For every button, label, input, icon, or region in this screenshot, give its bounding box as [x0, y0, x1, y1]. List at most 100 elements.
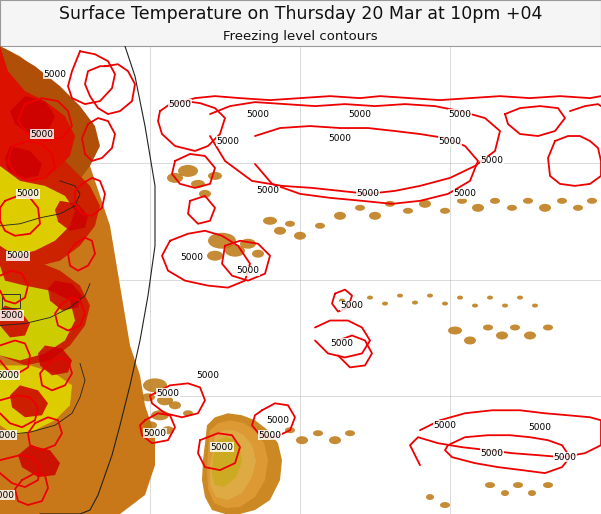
- Ellipse shape: [457, 198, 467, 204]
- Text: 5000: 5000: [433, 421, 457, 430]
- Text: 5000: 5000: [43, 70, 67, 79]
- Text: Freezing level contours: Freezing level contours: [223, 30, 378, 43]
- Ellipse shape: [496, 332, 508, 339]
- Polygon shape: [18, 445, 60, 477]
- Text: 5000: 5000: [237, 266, 260, 275]
- Polygon shape: [55, 201, 88, 231]
- Polygon shape: [0, 266, 75, 360]
- Text: 5000: 5000: [439, 137, 462, 145]
- Ellipse shape: [426, 494, 434, 500]
- Ellipse shape: [528, 490, 536, 496]
- Text: 5000: 5000: [168, 100, 192, 108]
- Ellipse shape: [353, 304, 359, 307]
- Text: 5000: 5000: [246, 109, 269, 119]
- Text: 5000: 5000: [266, 416, 290, 425]
- Polygon shape: [0, 305, 30, 338]
- Polygon shape: [0, 46, 100, 206]
- Ellipse shape: [510, 324, 520, 331]
- Ellipse shape: [403, 208, 413, 214]
- Ellipse shape: [355, 205, 365, 211]
- Ellipse shape: [539, 204, 551, 212]
- Ellipse shape: [427, 293, 433, 298]
- Text: 5000: 5000: [258, 431, 281, 439]
- Text: 5000: 5000: [554, 453, 576, 462]
- Text: 5000: 5000: [329, 134, 352, 142]
- Ellipse shape: [483, 324, 493, 331]
- Ellipse shape: [490, 198, 500, 204]
- Text: 5000: 5000: [528, 423, 552, 432]
- Ellipse shape: [448, 326, 462, 335]
- Ellipse shape: [162, 426, 174, 434]
- Ellipse shape: [440, 208, 450, 214]
- Ellipse shape: [487, 296, 493, 300]
- Ellipse shape: [199, 190, 211, 198]
- Ellipse shape: [385, 201, 395, 207]
- Ellipse shape: [263, 217, 277, 225]
- Ellipse shape: [501, 490, 509, 496]
- Ellipse shape: [513, 482, 523, 488]
- Ellipse shape: [472, 204, 484, 212]
- Ellipse shape: [485, 482, 495, 488]
- Ellipse shape: [225, 245, 245, 256]
- Ellipse shape: [397, 293, 403, 298]
- Ellipse shape: [143, 378, 167, 392]
- Text: 5000: 5000: [454, 189, 477, 198]
- Text: 5000: 5000: [1, 311, 23, 320]
- Polygon shape: [202, 413, 282, 514]
- Ellipse shape: [367, 296, 373, 300]
- Text: 5000: 5000: [481, 449, 504, 457]
- Ellipse shape: [252, 250, 264, 258]
- Ellipse shape: [440, 502, 450, 508]
- Ellipse shape: [573, 205, 583, 211]
- Polygon shape: [0, 46, 75, 181]
- Ellipse shape: [240, 238, 256, 249]
- Ellipse shape: [294, 232, 306, 240]
- Text: 5000: 5000: [356, 189, 379, 198]
- Ellipse shape: [143, 421, 157, 429]
- Polygon shape: [0, 166, 75, 255]
- Polygon shape: [48, 281, 82, 310]
- Text: 5000: 5000: [144, 429, 166, 438]
- Ellipse shape: [178, 165, 198, 177]
- Text: 5000: 5000: [210, 443, 234, 452]
- Ellipse shape: [472, 304, 478, 307]
- Bar: [2, 293, 20, 307]
- Text: 5000: 5000: [257, 187, 279, 195]
- Ellipse shape: [274, 227, 286, 235]
- Ellipse shape: [285, 427, 295, 433]
- Text: 5000: 5000: [0, 431, 16, 439]
- Text: 5000: 5000: [216, 137, 240, 145]
- Ellipse shape: [183, 410, 193, 416]
- Ellipse shape: [339, 299, 345, 303]
- Polygon shape: [0, 46, 100, 266]
- Text: Surface Temperature on Thursday 20 Mar at 10pm +04: Surface Temperature on Thursday 20 Mar a…: [59, 5, 542, 23]
- Ellipse shape: [369, 212, 381, 220]
- Ellipse shape: [442, 302, 448, 305]
- Ellipse shape: [207, 251, 223, 261]
- Ellipse shape: [151, 410, 169, 420]
- Ellipse shape: [419, 200, 431, 208]
- Ellipse shape: [167, 173, 183, 183]
- Text: 5000: 5000: [349, 109, 371, 119]
- Text: 5000: 5000: [341, 301, 364, 310]
- Ellipse shape: [524, 332, 536, 339]
- Ellipse shape: [313, 430, 323, 436]
- Ellipse shape: [334, 212, 346, 220]
- Polygon shape: [207, 420, 268, 508]
- Polygon shape: [0, 226, 90, 365]
- Text: 5000: 5000: [7, 251, 29, 260]
- Text: 5000: 5000: [0, 490, 14, 500]
- Polygon shape: [210, 430, 256, 500]
- Ellipse shape: [517, 296, 523, 300]
- Text: 5000: 5000: [180, 253, 204, 262]
- Text: 5000: 5000: [331, 339, 353, 348]
- Ellipse shape: [208, 172, 222, 180]
- Ellipse shape: [329, 436, 341, 444]
- Text: 5000: 5000: [16, 189, 40, 198]
- Ellipse shape: [507, 205, 517, 211]
- Text: 5000: 5000: [197, 371, 219, 380]
- Ellipse shape: [464, 337, 476, 344]
- Ellipse shape: [296, 436, 308, 444]
- Polygon shape: [10, 96, 55, 134]
- Ellipse shape: [169, 401, 181, 409]
